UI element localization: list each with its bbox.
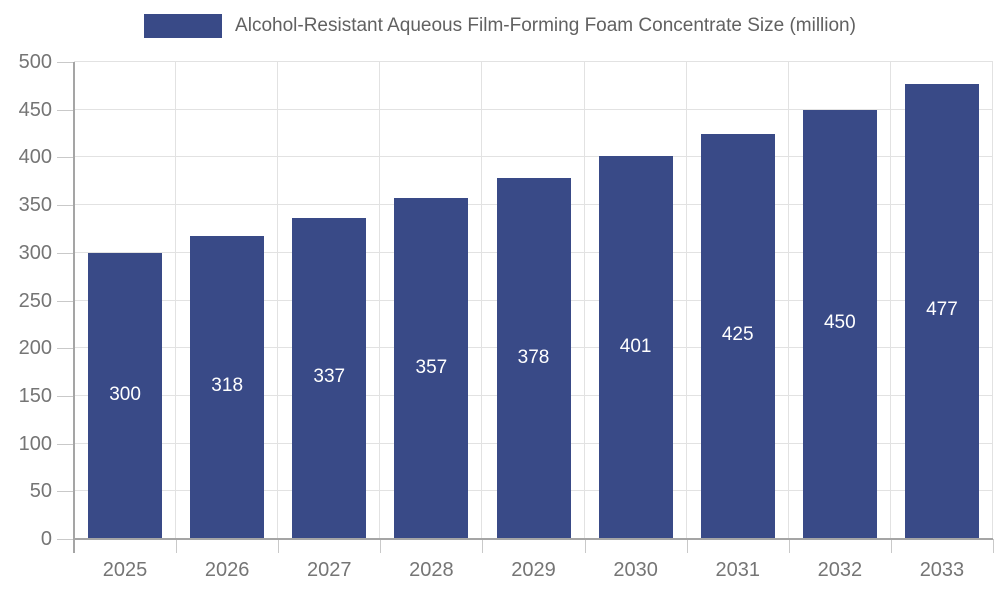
bar [598, 156, 673, 538]
y-tick-label: 150 [18, 384, 52, 407]
bar-value-label: 450 [823, 312, 856, 334]
y-tick-label: 200 [18, 337, 52, 360]
y-axis-tick [57, 252, 73, 254]
bar-value-label: 401 [619, 335, 652, 357]
bar [190, 235, 265, 538]
gridline-vertical [685, 62, 687, 539]
legend-swatch-icon [144, 14, 223, 38]
x-axis-tick [788, 539, 790, 553]
gridline-vertical [992, 62, 993, 539]
y-axis-tick [57, 109, 73, 111]
x-tick-label: 2027 [307, 559, 352, 581]
y-axis-tick [57, 205, 73, 207]
x-tick-label: 2031 [715, 559, 760, 581]
x-axis-tick [993, 539, 994, 553]
gridline-vertical [379, 62, 381, 539]
y-axis-tick [57, 62, 73, 63]
bar-value-label: 357 [415, 356, 448, 378]
x-tick-label: 2033 [919, 559, 965, 581]
gridline-horizontal [74, 108, 993, 110]
x-tick-label: 2030 [613, 559, 658, 581]
y-tick-label: 400 [18, 146, 52, 169]
bar-value-label: 378 [517, 346, 550, 368]
x-tick-label: 2029 [511, 559, 556, 581]
bar [292, 217, 367, 538]
bar [496, 178, 571, 538]
gridline-vertical [277, 62, 279, 539]
x-tick-label: 2032 [817, 559, 863, 581]
y-tick-label: 0 [40, 528, 52, 550]
y-tick-label: 450 [18, 98, 52, 121]
gridline-vertical [787, 62, 789, 539]
x-axis-tick [380, 539, 382, 553]
y-tick-label: 300 [18, 241, 52, 264]
x-axis-tick [686, 539, 688, 553]
x-axis-tick [584, 539, 586, 553]
bar [700, 133, 775, 538]
bar [394, 198, 469, 538]
bar-value-label: 477 [926, 299, 958, 321]
y-axis-tick [57, 348, 73, 350]
y-tick-label: 50 [29, 480, 52, 503]
x-tick-label: 2028 [409, 559, 454, 581]
x-axis-tick [890, 539, 892, 553]
y-tick-label: 100 [18, 432, 52, 455]
bar [904, 83, 979, 538]
y-tick-label: 350 [18, 194, 52, 217]
y-tick-label: 500 [18, 51, 52, 73]
x-tick-label: 2025 [102, 559, 148, 581]
y-axis-tick [57, 491, 73, 493]
gridline-horizontal [74, 156, 993, 158]
y-axis-tick [57, 443, 73, 445]
bar-value-label: 337 [313, 366, 346, 388]
y-axis-tick [57, 300, 73, 302]
bar-value-label: 300 [109, 383, 141, 405]
gridline-vertical [889, 62, 891, 539]
x-tick-label: 2026 [204, 559, 250, 581]
y-axis-tick [57, 157, 73, 159]
bar [802, 109, 877, 538]
y-tick-label: 250 [18, 289, 52, 312]
y-axis-tick [57, 539, 73, 540]
x-axis-tick [278, 539, 280, 553]
legend-label: Alcohol-Resistant Aqueous Film-Forming F… [235, 15, 856, 36]
bar-value-label: 318 [211, 375, 244, 397]
bar-value-label: 425 [721, 324, 754, 346]
y-axis-tick [57, 395, 73, 397]
legend[interactable]: Alcohol-Resistant Aqueous Film-Forming F… [0, 14, 1000, 38]
gridline-vertical [583, 62, 585, 539]
y-axis-line [73, 62, 75, 553]
gridline-vertical [481, 62, 483, 539]
x-axis-tick [482, 539, 484, 553]
bar [88, 252, 163, 538]
x-axis-tick [176, 539, 178, 553]
gridline-vertical [175, 62, 177, 539]
gridline-horizontal [74, 61, 993, 62]
x-axis-line [73, 538, 993, 540]
